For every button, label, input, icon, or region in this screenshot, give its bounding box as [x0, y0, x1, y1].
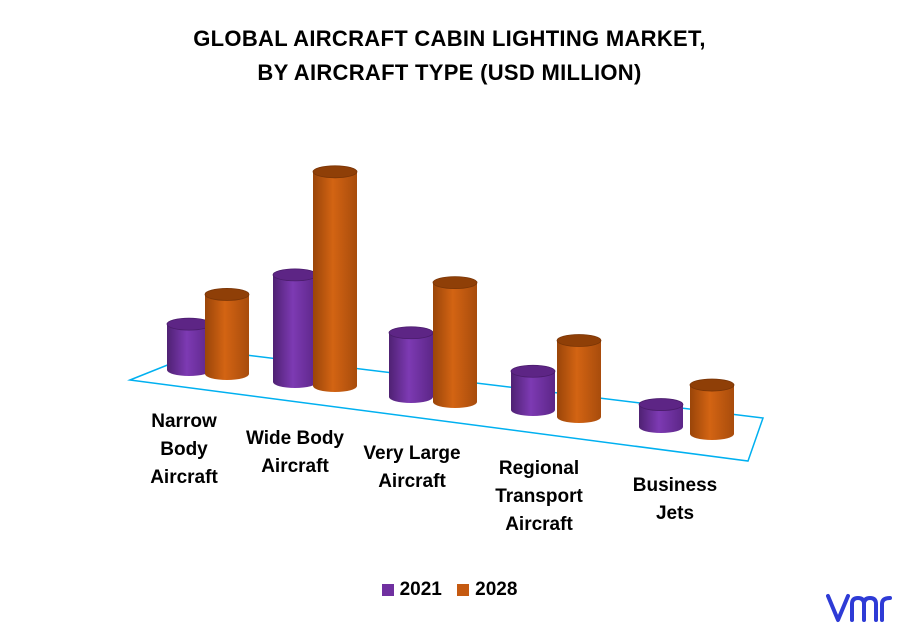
- legend-swatch-2021: [381, 584, 394, 596]
- chart-title: GLOBAL AIRCRAFT CABIN LIGHTING MARKET, B…: [0, 22, 899, 90]
- category-label-line: Body: [160, 439, 208, 460]
- bar-top-2028-2: [432, 276, 478, 290]
- bar-2021-3: [510, 364, 556, 416]
- bar-body-2021-3: [511, 371, 555, 416]
- bar-body-2021-4: [639, 404, 683, 433]
- vmr-logo-icon: [826, 594, 892, 622]
- bar-2028-1: [312, 165, 358, 392]
- legend-label-2021: 2021: [399, 579, 442, 600]
- legend-item-2021: 2021: [381, 579, 442, 601]
- bar-2028-3: [556, 334, 602, 423]
- category-label-line: Aircraft: [150, 467, 218, 488]
- category-label-2: Very Large Aircraft: [347, 440, 477, 496]
- bar-2028-0: [204, 288, 250, 380]
- category-label-3: Regional Transport Aircraft: [474, 455, 604, 539]
- bar-body-2028-0: [205, 294, 249, 380]
- chart-title-line-2: BY AIRCRAFT TYPE (USD MILLION): [257, 60, 642, 85]
- bar-top-2021-0: [166, 317, 212, 331]
- category-label-1: Wide Body Aircraft: [230, 425, 360, 481]
- category-label-0: Narrow Body Aircraft: [119, 408, 249, 492]
- bar-body-2028-3: [557, 340, 601, 423]
- chart-title-line-1: GLOBAL AIRCRAFT CABIN LIGHTING MARKET,: [193, 26, 706, 51]
- bar-top-2028-1: [312, 165, 358, 179]
- bar-body-2021-0: [167, 324, 211, 376]
- legend: 2021 2028: [0, 579, 899, 602]
- legend-item-2028: 2028: [457, 579, 517, 601]
- legend-swatch-2028: [457, 584, 470, 596]
- bar-2021-2: [388, 326, 434, 403]
- bar-body-2021-2: [389, 332, 433, 403]
- bar-top-2028-0: [204, 288, 250, 301]
- legend-label-2028: 2028: [475, 579, 518, 600]
- bar-2028-2: [432, 276, 478, 408]
- category-label-line: Business: [632, 475, 718, 496]
- bar-top-2028-4: [689, 378, 735, 392]
- category-label-line: Regional: [498, 458, 580, 479]
- category-label-line: Jets: [655, 503, 695, 524]
- bar-top-2028-3: [556, 334, 602, 347]
- bar-body-2021-1: [273, 274, 317, 388]
- category-label-4: Business Jets: [610, 472, 740, 528]
- bar-2021-0: [166, 317, 212, 376]
- category-label-line: Very Large: [363, 443, 461, 464]
- bar-2028-4: [689, 378, 735, 440]
- bar-body-2028-1: [313, 171, 357, 392]
- bar-top-2021-3: [510, 364, 556, 378]
- bar-2021-4: [638, 398, 684, 433]
- category-label-line: Aircraft: [505, 514, 573, 535]
- category-label-line: Transport: [495, 486, 583, 507]
- bar-body-2028-2: [433, 282, 477, 408]
- bar-body-2028-4: [690, 385, 734, 440]
- category-label-line: Narrow: [151, 411, 217, 432]
- bar-top-2021-4: [638, 398, 684, 411]
- category-label-line: Aircraft: [261, 456, 329, 477]
- bar-2021-1: [272, 268, 318, 388]
- category-label-line: Aircraft: [378, 471, 446, 492]
- bar-top-2021-2: [388, 326, 434, 340]
- category-label-line: Wide Body: [246, 428, 344, 449]
- bar-top-2021-1: [272, 268, 318, 282]
